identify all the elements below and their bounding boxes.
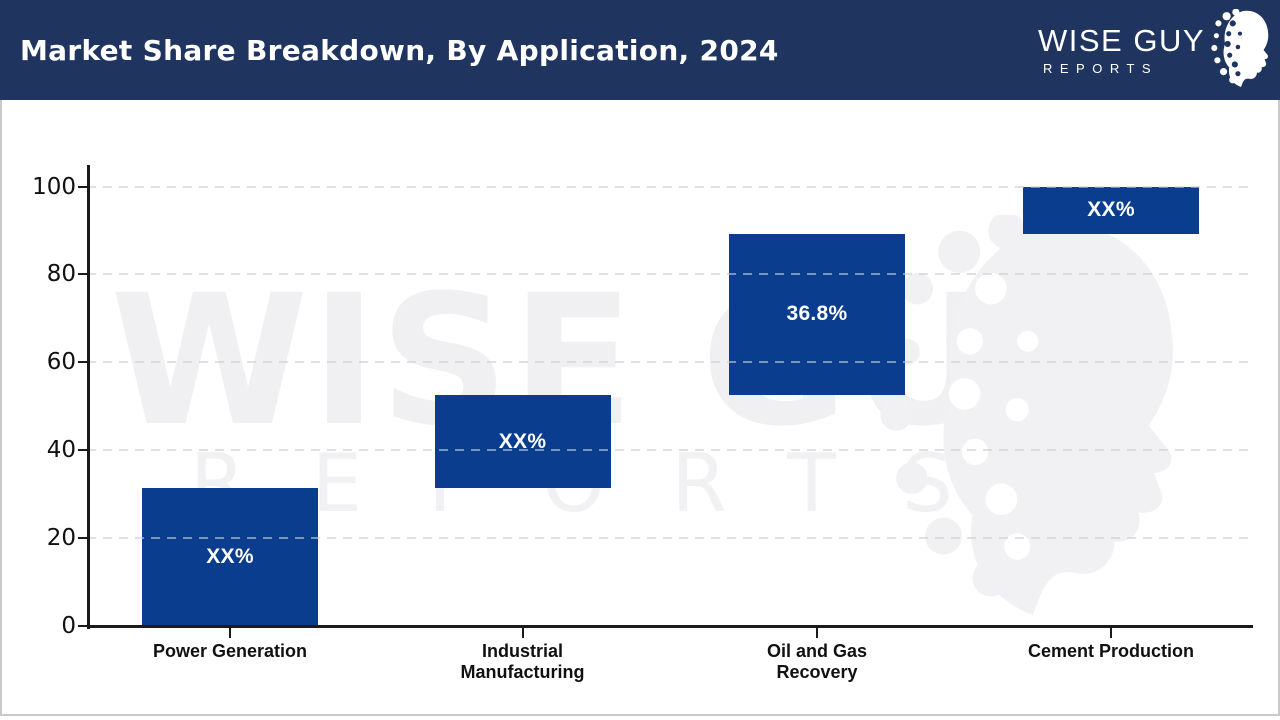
x-tick	[229, 628, 231, 638]
y-tick-label: 80	[46, 261, 76, 288]
y-tick-label: 40	[46, 437, 76, 464]
x-category-label: Power Generation	[100, 641, 360, 662]
x-tick	[521, 628, 524, 638]
watermark-head-icon	[858, 212, 1208, 619]
gridline	[87, 537, 1253, 540]
x-category-label-line: Manufacturing	[460, 662, 585, 682]
chart-area: WISE GUY REPORTS 020406080100XX%XX%36.8%…	[2, 100, 1278, 714]
x-tick	[816, 628, 818, 638]
bar-value-label: 36.8%	[786, 302, 848, 326]
y-tick-label: 0	[61, 613, 76, 639]
logo-wordmark: WISE GUY	[1038, 23, 1206, 58]
bar-industrial-manufacturing: XX%	[434, 395, 611, 488]
y-tick-mark	[78, 361, 87, 364]
y-tick-mark	[78, 185, 87, 188]
x-category-label-line: Industrial	[481, 641, 563, 661]
x-category-label: Industrial Manufacturing	[393, 641, 653, 683]
chart-panel: WISE GUY REPORTS 020406080100XX%XX%36.8%…	[0, 100, 1280, 716]
wise-guy-logo-text: WISE GUY REPORTS	[1038, 23, 1206, 77]
y-tick-mark	[78, 449, 87, 452]
wise-guy-head-icon	[1209, 8, 1273, 91]
x-category-label: Oil and Gas Recovery	[687, 641, 947, 683]
x-category-label-line: Power Generation	[152, 641, 308, 661]
x-category-label-line: Oil and Gas	[766, 641, 868, 661]
x-axis	[87, 625, 1253, 628]
y-tick-label: 100	[32, 173, 76, 200]
bar-cement-production: XX%	[1023, 186, 1199, 234]
bar-value-label: XX%	[206, 544, 254, 568]
x-category-label: Cement Production	[981, 641, 1241, 662]
x-category-label-line: Recovery	[776, 662, 858, 682]
x-category-label-line: Cement Production	[1027, 641, 1194, 661]
x-tick	[1110, 628, 1112, 638]
bar-power-generation: XX%	[142, 487, 318, 626]
logo-subtitle: REPORTS	[1043, 61, 1159, 76]
y-tick-label: 60	[46, 349, 76, 376]
bar-oil-and-gas-recovery: 36.8%	[729, 233, 905, 396]
y-tick-mark	[78, 625, 87, 627]
y-axis	[87, 165, 90, 629]
bar-value-label: XX%	[498, 429, 547, 453]
header-bar: Market Share Breakdown, By Application, …	[0, 0, 1280, 100]
gridline	[87, 273, 1253, 276]
gridline	[87, 185, 1253, 188]
wise-guy-logo: WISE GUY REPORTS	[1038, 8, 1273, 91]
gridline	[87, 449, 1253, 452]
bar-value-label: XX%	[1087, 198, 1135, 221]
y-tick-label: 20	[46, 525, 76, 552]
y-tick-mark	[78, 537, 87, 540]
gridline	[87, 361, 1253, 364]
chart-title: Market Share Breakdown, By Application, …	[20, 33, 779, 67]
y-tick-mark	[78, 273, 87, 276]
